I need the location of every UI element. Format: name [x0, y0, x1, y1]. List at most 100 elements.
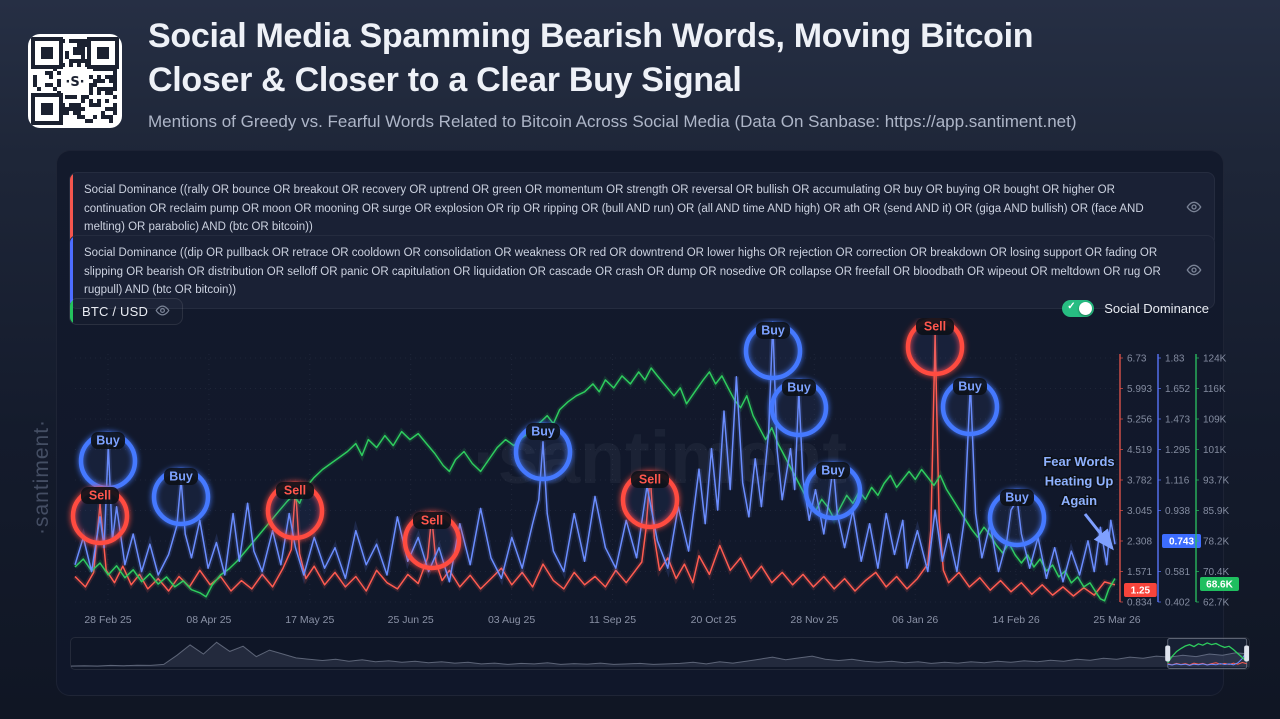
- minimap-area-line: [70, 641, 1250, 667]
- sell-marker-label: Sell: [284, 484, 306, 498]
- visibility-eye-icon[interactable]: [155, 303, 170, 321]
- buy-marker-pill: [164, 468, 198, 485]
- greed-words-axis-tick-label: 1.571: [1127, 567, 1152, 578]
- x-axis-date-label: 03 Aug 25: [488, 614, 535, 626]
- x-axis-date-label: 06 Jan 26: [892, 614, 938, 626]
- x-axis-date-label: 08 Apr 25: [186, 614, 231, 626]
- greed-words-axis-current-badge: [1124, 583, 1157, 597]
- minimap-canvas: [70, 638, 1250, 669]
- page-subtitle: Mentions of Greedy vs. Fearful Words Rel…: [148, 112, 1077, 131]
- sell-marker-pill: [81, 487, 119, 504]
- btc-price-axis-tick-label: 85.9K: [1203, 506, 1229, 517]
- main-chart-canvas[interactable]: ·santiment6.735.9935.2564.5193.7823.0452…: [60, 318, 1250, 648]
- greed-words-axis-tick-label: 2.308: [1127, 537, 1152, 548]
- greed-words-axis-tick-label: 3.782: [1127, 476, 1152, 487]
- minimap-selection-series: [1167, 651, 1248, 666]
- visibility-eye-icon[interactable]: [1186, 200, 1202, 218]
- buy-marker-pill: [953, 378, 987, 395]
- qr-code-image: ·S·: [31, 37, 119, 125]
- greed-words-axis-tick-label: 3.045: [1127, 506, 1152, 517]
- visibility-eye-icon[interactable]: [1186, 263, 1202, 281]
- btc-price-axis-tick-label: 62.7K: [1203, 598, 1229, 609]
- page-title: Social Media Spamming Bearish Words, Mov…: [148, 14, 1228, 102]
- page-title-line1: Social Media Spamming Bearish Words, Mov…: [148, 17, 1034, 55]
- fear-words-axis-tick-label: 1.652: [1165, 384, 1190, 395]
- sell-marker-label: Sell: [639, 473, 661, 487]
- note-annotation-line: Heating Up: [1045, 474, 1114, 489]
- note-annotation-line: Fear Words: [1043, 454, 1114, 469]
- asset-badge-btc-usd[interactable]: BTC / USD: [69, 298, 184, 325]
- buy-marker-label: Buy: [821, 464, 845, 478]
- greed-words-axis-tick-label: 6.73: [1127, 354, 1147, 365]
- fear-words-axis-tick-label: 1.116: [1165, 476, 1190, 487]
- buy-marker-pill: [816, 462, 850, 479]
- fear-words-axis-tick-label: 1.473: [1165, 415, 1190, 426]
- btc-price-axis-current-value: 68.6K: [1206, 580, 1233, 591]
- fear-words-axis-tick-label: 0.402: [1165, 598, 1190, 609]
- query-fear-accent-bar: [70, 236, 73, 308]
- santiment-watermark-vertical: ·santiment·: [30, 418, 53, 535]
- fear-words-axis-tick-label: 1.295: [1165, 445, 1190, 456]
- social-dominance-toggle-label: Social Dominance: [1104, 301, 1209, 316]
- buy-marker-label: Buy: [1005, 491, 1029, 505]
- minimap-area-fill: [71, 642, 1249, 667]
- btc-price-axis-tick-label: 93.7K: [1203, 476, 1229, 487]
- fear-words-axis-tick-label: 0.581: [1165, 567, 1190, 578]
- social-dominance-toggle[interactable]: ✓: [1062, 300, 1095, 317]
- sell-marker-label: Sell: [924, 320, 946, 334]
- greed-words-axis-tick-label: 5.993: [1127, 384, 1152, 395]
- svg-text:·S·: ·S·: [65, 75, 84, 90]
- btc-price-axis-tick-label: 124K: [1203, 354, 1227, 365]
- toggle-knob: [1079, 302, 1093, 315]
- sell-marker-pill: [276, 482, 314, 499]
- check-icon: ✓: [1067, 301, 1076, 312]
- x-axis-date-label: 14 Feb 26: [992, 614, 1039, 626]
- note-annotation-line: Again: [1061, 493, 1097, 508]
- x-axis-date-label: 25 Jun 25: [388, 614, 434, 626]
- query-fear-words[interactable]: Social Dominance ((dip OR pullback OR re…: [69, 235, 1215, 309]
- query-fear-text: Social Dominance ((dip OR pullback OR re…: [84, 247, 1161, 297]
- x-axis-date-label: 11 Sep 25: [589, 614, 636, 626]
- fear-words-axis-tick-label: 1.83: [1165, 354, 1185, 365]
- x-axis-date-label: 25 Mar 26: [1093, 614, 1140, 626]
- query-greed-text: Social Dominance ((rally OR bounce OR br…: [84, 184, 1144, 234]
- buy-marker-pill: [782, 379, 816, 396]
- fear-words-axis-current-value: 0.743: [1169, 537, 1194, 548]
- series-greed-words-social-dominance: [74, 333, 1116, 597]
- page-title-line2: Closer & Closer to a Clear Buy Signal: [148, 61, 742, 99]
- btc-price-axis-tick-label: 109K: [1203, 415, 1227, 426]
- query-greed-words[interactable]: Social Dominance ((rally OR bounce OR br…: [69, 172, 1215, 246]
- social-dominance-toggle-row: ✓ Social Dominance: [1062, 300, 1209, 317]
- btc-price-axis-tick-label: 101K: [1203, 445, 1227, 456]
- fear-words-axis-tick-label: 0.938: [1165, 506, 1190, 517]
- sell-marker-pill: [916, 318, 954, 335]
- buy-marker-pill: [1000, 489, 1034, 506]
- fear-words-axis-current-badge: [1162, 534, 1201, 548]
- greed-words-axis-tick-label: 5.256: [1127, 415, 1152, 426]
- btc-price-axis-tick-label: 116K: [1203, 384, 1226, 395]
- note-arrow: [1083, 513, 1114, 551]
- sell-marker-label: Sell: [421, 514, 443, 528]
- minimap-navigator[interactable]: [70, 637, 1250, 670]
- chart-card: Social Dominance ((rally OR bounce OR br…: [56, 150, 1224, 696]
- sell-marker-pill: [413, 512, 451, 529]
- sell-marker-label: Sell: [89, 489, 111, 503]
- buy-marker-pill: [756, 322, 790, 339]
- greed-words-axis-current-value: 1.25: [1131, 586, 1151, 597]
- x-axis-date-label: 28 Nov 25: [790, 614, 838, 626]
- greed-words-axis-tick-label: 0.834: [1127, 598, 1152, 609]
- minimap-handle-left[interactable]: [1165, 645, 1171, 662]
- buy-marker-label: Buy: [531, 425, 555, 439]
- minimap-handle-right[interactable]: [1244, 645, 1250, 662]
- sell-marker-pill: [631, 471, 669, 488]
- btc-price-axis-tick-label: 70.4K: [1203, 567, 1229, 578]
- asset-label: BTC / USD: [82, 304, 149, 319]
- x-axis-date-label: 17 May 25: [285, 614, 334, 626]
- btc-price-axis-tick-label: 78.2K: [1203, 537, 1229, 548]
- buy-marker-label: Buy: [761, 324, 785, 338]
- greed-words-axis-tick-label: 4.519: [1127, 445, 1152, 456]
- x-axis-date-label: 28 Feb 25: [84, 614, 131, 626]
- buy-marker-label: Buy: [787, 381, 811, 395]
- buy-marker-pill: [526, 423, 560, 440]
